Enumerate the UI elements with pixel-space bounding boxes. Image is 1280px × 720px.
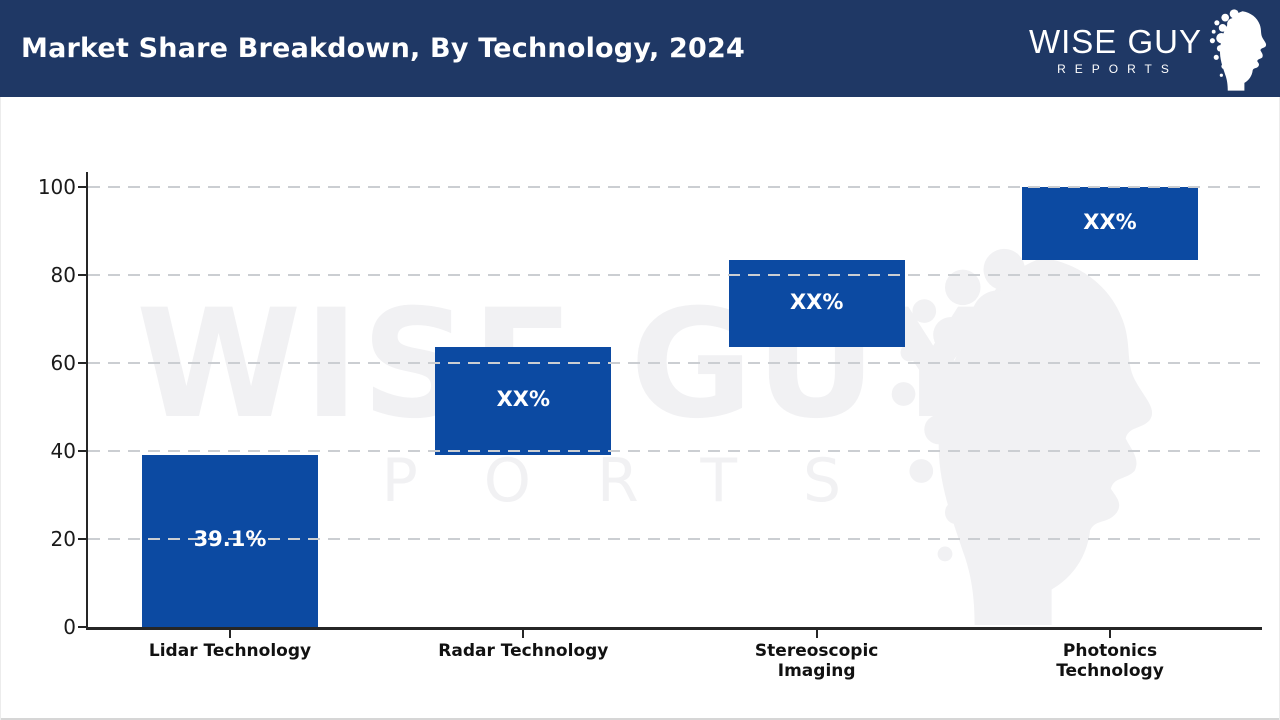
brand-logo: WISE GUY REPORTS — [1029, 4, 1270, 94]
gridline-80 — [88, 274, 1261, 276]
x-tick-photonics-technology — [1108, 630, 1111, 638]
y-tick-0 — [78, 626, 87, 628]
gridline-60 — [88, 362, 1261, 364]
x-tick-stereoscopic-imaging — [815, 630, 818, 638]
y-tick-label-20: 20 — [50, 527, 76, 551]
bar-value-label-photonics-technology: XX% — [1083, 209, 1137, 234]
watermark-head-icon — [891, 248, 1153, 625]
x-category-label-lidar-technology: Lidar Technology — [148, 641, 312, 661]
bar-photonics-technology — [1021, 187, 1198, 261]
bar-value-label-radar-technology: XX% — [496, 387, 551, 412]
gridline-20 — [88, 538, 1261, 540]
y-tick-20 — [78, 538, 87, 540]
y-tick-60 — [78, 362, 87, 364]
bar-value-label-stereoscopic-imaging: XX% — [789, 289, 844, 314]
y-tick-label-40: 40 — [50, 439, 76, 463]
y-tick-100 — [78, 186, 87, 188]
brand-logo-text: WISE GUY REPORTS — [1029, 23, 1202, 76]
bar-lidar-technology — [142, 454, 318, 627]
brand-subname: REPORTS — [1057, 61, 1178, 76]
y-tick-label-60: 60 — [50, 351, 76, 375]
bottom-border-line — [0, 718, 1280, 720]
gridline-40 — [88, 450, 1261, 452]
x-tick-lidar-technology — [229, 630, 231, 638]
x-category-label-stereoscopic-imaging: Stereoscopic Imaging — [754, 641, 879, 681]
y-tick-label-80: 80 — [50, 263, 76, 287]
x-category-label-radar-technology: Radar Technology — [438, 641, 609, 661]
y-tick-label-0: 0 — [63, 615, 76, 639]
x-category-label-photonics-technology: Photonics Technology — [1056, 641, 1164, 681]
left-border-line — [0, 97, 1, 720]
y-tick-40 — [78, 450, 87, 452]
x-axis-line — [86, 627, 1262, 630]
header-bar: Market Share Breakdown, By Technology, 2… — [0, 0, 1280, 97]
y-tick-80 — [78, 274, 87, 276]
bar-value-label-lidar-technology: 39.1% — [193, 526, 267, 551]
gridline-100 — [88, 186, 1261, 188]
y-axis-line — [86, 172, 88, 628]
x-tick-radar-technology — [522, 630, 525, 638]
bar-radar-technology — [435, 347, 612, 455]
y-tick-label-100: 100 — [37, 175, 76, 199]
page-title: Market Share Breakdown, By Technology, 2… — [21, 33, 746, 64]
brand-name: WISE GUY — [1028, 22, 1202, 60]
